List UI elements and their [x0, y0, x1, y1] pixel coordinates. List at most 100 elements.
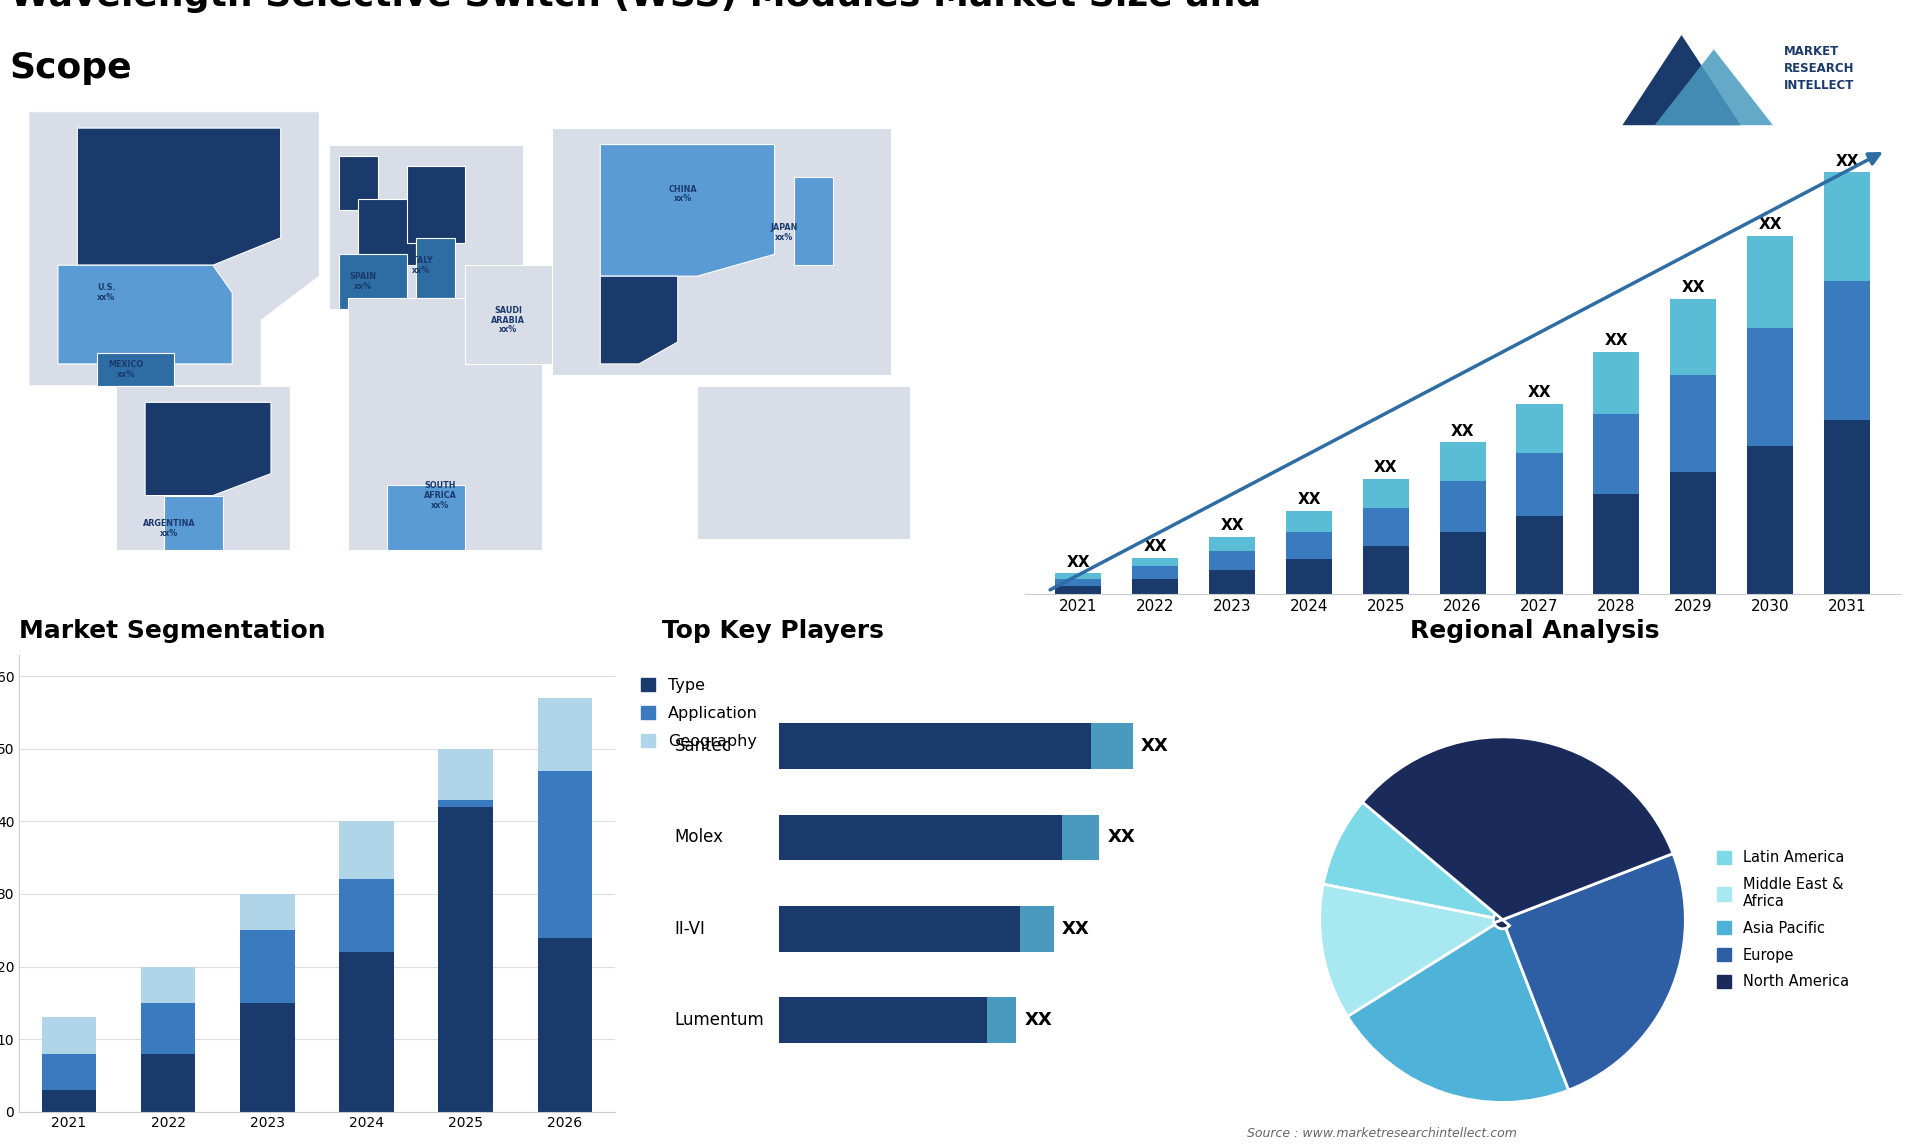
Bar: [42, 1053, 96, 1090]
Bar: [240, 894, 294, 931]
Text: Wavelength Selective Switch (WSS) Modules Market Size and: Wavelength Selective Switch (WSS) Module…: [10, 0, 1261, 13]
Bar: [1747, 236, 1793, 328]
Text: XX: XX: [1144, 540, 1167, 555]
Polygon shape: [359, 199, 417, 265]
Polygon shape: [474, 282, 551, 342]
Bar: [1210, 536, 1256, 551]
Bar: [1210, 570, 1256, 595]
Bar: [1133, 566, 1179, 579]
Bar: [240, 1003, 294, 1112]
Polygon shape: [338, 254, 407, 309]
Bar: [538, 698, 591, 770]
Bar: [1824, 281, 1870, 421]
Text: XX: XX: [1025, 1011, 1052, 1029]
Bar: [42, 1090, 96, 1112]
Text: XX: XX: [1108, 829, 1135, 847]
Bar: [1670, 375, 1716, 472]
Bar: [1670, 298, 1716, 375]
Bar: [340, 822, 394, 879]
Bar: [1363, 547, 1409, 595]
Wedge shape: [1348, 911, 1569, 1102]
Bar: [1056, 586, 1102, 595]
Legend: Latin America, Middle East &
Africa, Asia Pacific, Europe, North America: Latin America, Middle East & Africa, Asi…: [1711, 845, 1855, 995]
Polygon shape: [348, 298, 541, 550]
Bar: [1517, 403, 1563, 454]
Legend: Type, Application, Geography: Type, Application, Geography: [634, 672, 764, 755]
Bar: [1594, 414, 1640, 494]
Polygon shape: [601, 144, 774, 276]
Bar: [240, 931, 294, 1003]
Bar: [1824, 172, 1870, 281]
Text: XX: XX: [1452, 424, 1475, 439]
Text: SAUDI
ARABIA
xx%: SAUDI ARABIA xx%: [492, 306, 526, 335]
Bar: [1440, 481, 1486, 532]
Bar: [538, 937, 591, 1112]
Text: U.S.
xx%: U.S. xx%: [98, 283, 115, 303]
Polygon shape: [407, 166, 465, 243]
Bar: [438, 807, 493, 1112]
Polygon shape: [1622, 34, 1741, 125]
Bar: [140, 966, 196, 1003]
Wedge shape: [1323, 802, 1511, 926]
Text: FRANCE
xx%: FRANCE xx%: [359, 228, 396, 248]
Text: INDIA
xx%: INDIA xx%: [632, 300, 657, 319]
Bar: [1363, 479, 1409, 508]
Text: ITALY
xx%: ITALY xx%: [409, 256, 434, 275]
Bar: [1594, 494, 1640, 595]
Bar: [1286, 511, 1332, 532]
Bar: [42, 1018, 96, 1053]
Text: SOUTH
AFRICA
xx%: SOUTH AFRICA xx%: [424, 481, 457, 510]
Polygon shape: [29, 111, 319, 386]
Bar: [438, 748, 493, 800]
Title: Regional Analysis: Regional Analysis: [1409, 619, 1659, 643]
Polygon shape: [328, 144, 522, 309]
Bar: [1824, 421, 1870, 595]
Bar: [1091, 723, 1133, 769]
Bar: [1440, 442, 1486, 481]
Bar: [1062, 815, 1100, 861]
Polygon shape: [417, 237, 455, 298]
Bar: [780, 723, 1091, 769]
Wedge shape: [1319, 885, 1511, 1017]
Bar: [1056, 573, 1102, 579]
Text: JAPAN
xx%: JAPAN xx%: [770, 223, 799, 242]
Polygon shape: [338, 156, 378, 211]
Bar: [1517, 454, 1563, 516]
Bar: [1747, 447, 1793, 595]
Bar: [1363, 508, 1409, 547]
Text: BRAZIL
xx%: BRAZIL xx%: [173, 454, 205, 472]
Text: Market Segmentation: Market Segmentation: [19, 619, 326, 643]
Polygon shape: [77, 128, 280, 265]
Bar: [1594, 352, 1640, 414]
Bar: [1286, 559, 1332, 595]
Text: CHINA
xx%: CHINA xx%: [668, 185, 697, 203]
Bar: [987, 997, 1016, 1043]
Polygon shape: [1655, 49, 1772, 125]
Text: XX: XX: [1140, 737, 1169, 755]
Bar: [538, 770, 591, 937]
Text: Scope: Scope: [10, 52, 132, 85]
Bar: [1133, 579, 1179, 595]
Text: XX: XX: [1375, 460, 1398, 476]
Bar: [340, 879, 394, 952]
Wedge shape: [1494, 854, 1686, 1090]
Polygon shape: [551, 128, 891, 375]
Bar: [1440, 532, 1486, 595]
Text: Top Key Players: Top Key Players: [662, 619, 883, 643]
Text: XX: XX: [1605, 333, 1628, 348]
Bar: [1210, 551, 1256, 570]
Text: MARKET
RESEARCH
INTELLECT: MARKET RESEARCH INTELLECT: [1784, 45, 1855, 92]
Bar: [1517, 516, 1563, 595]
Text: XX: XX: [1298, 493, 1321, 508]
Text: ARGENTINA
xx%: ARGENTINA xx%: [142, 519, 196, 537]
Text: XX: XX: [1836, 154, 1859, 168]
Bar: [1747, 328, 1793, 447]
Text: XX: XX: [1068, 555, 1091, 570]
Text: XX: XX: [1528, 385, 1551, 400]
Bar: [1056, 579, 1102, 586]
Text: GERMANY
xx%: GERMANY xx%: [413, 179, 459, 198]
Bar: [1286, 532, 1332, 559]
Text: XX: XX: [1221, 518, 1244, 533]
Text: XX: XX: [1682, 280, 1705, 295]
Polygon shape: [146, 402, 271, 495]
